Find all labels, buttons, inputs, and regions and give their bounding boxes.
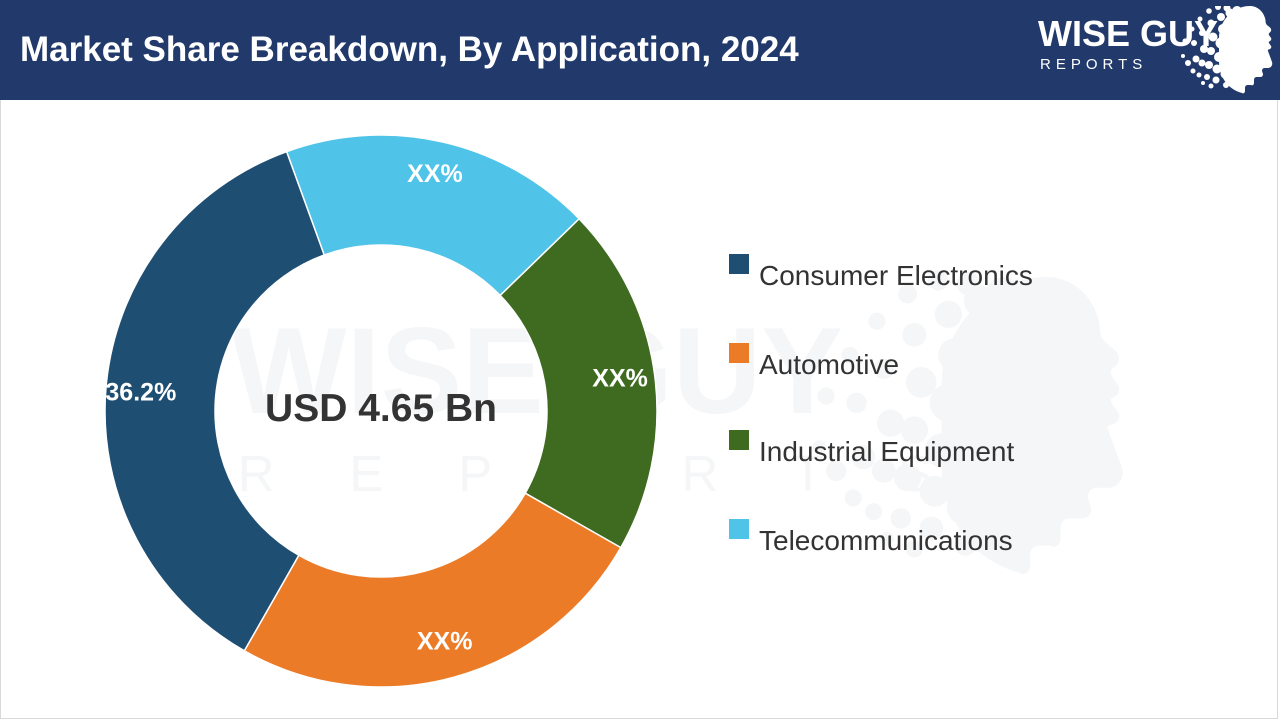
svg-text:XX%: XX%	[592, 365, 648, 393]
svg-text:36.2%: 36.2%	[105, 379, 176, 407]
svg-text:USD 4.65 Bn: USD 4.65 Bn	[265, 387, 497, 430]
svg-text:WISE GUY: WISE GUY	[1038, 13, 1218, 54]
svg-text:XX%: XX%	[407, 160, 463, 188]
svg-text:REPORTS: REPORTS	[1040, 56, 1147, 73]
svg-text:XX%: XX%	[417, 627, 473, 655]
